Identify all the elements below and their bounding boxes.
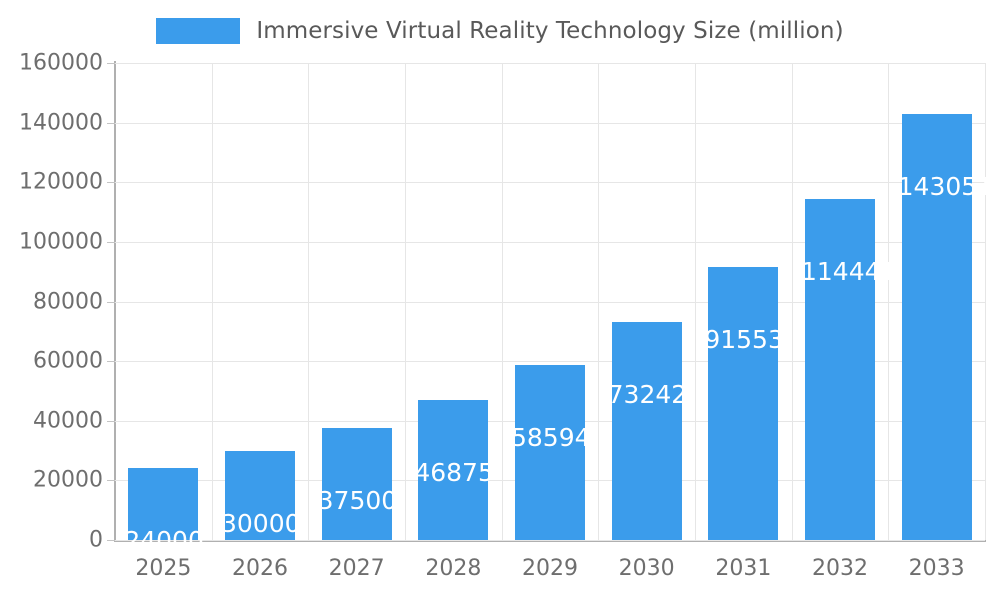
- y-axis-tick-mark: [107, 182, 115, 184]
- gridline-horizontal: [115, 361, 985, 363]
- chart-legend: Immersive Virtual Reality Technology Siz…: [0, 10, 1000, 52]
- bar[interactable]: [611, 321, 682, 540]
- gridline-horizontal: [115, 182, 985, 184]
- gridline-vertical: [888, 63, 889, 540]
- gridline-horizontal: [115, 241, 985, 243]
- gridline-vertical: [405, 63, 406, 540]
- gridline-horizontal: [115, 122, 985, 124]
- x-axis-tick-label: 2029: [522, 556, 578, 581]
- y-axis-tick-label: 20000: [33, 467, 103, 493]
- x-axis-tick-label: 2030: [618, 556, 675, 581]
- legend-label: Immersive Virtual Reality Technology Siz…: [256, 18, 844, 44]
- y-axis-tick-label: 0: [89, 527, 103, 553]
- gridline-horizontal: [115, 540, 985, 541]
- y-axis-tick-label: 140000: [19, 110, 103, 136]
- x-axis-tick-label: 2032: [812, 556, 868, 581]
- y-axis-tick-mark: [107, 361, 115, 363]
- gridline-vertical: [985, 63, 986, 540]
- bar[interactable]: [805, 198, 875, 540]
- y-axis-tick-mark: [107, 420, 115, 422]
- gridline-vertical: [792, 63, 793, 540]
- bar[interactable]: [418, 400, 489, 540]
- y-axis-tick-mark: [107, 540, 115, 541]
- gridline-vertical: [212, 63, 213, 540]
- x-axis-line: [115, 540, 986, 542]
- bar[interactable]: [225, 450, 295, 540]
- bar[interactable]: [515, 365, 585, 540]
- y-axis-tick-label: 160000: [19, 50, 103, 76]
- x-axis-tick-label: 2031: [715, 556, 772, 581]
- y-axis-tick-label: 80000: [33, 289, 103, 314]
- gridline-horizontal: [115, 301, 985, 303]
- x-axis-tick-label: 2025: [135, 556, 192, 581]
- gridline-vertical: [695, 63, 696, 540]
- bar[interactable]: [901, 113, 972, 540]
- y-axis-tick-mark: [107, 480, 115, 482]
- x-axis-tick-label: 2033: [908, 556, 965, 581]
- legend-color-swatch: [156, 18, 241, 44]
- y-axis-tick-label: 100000: [19, 229, 103, 255]
- x-axis-tick-label: 2027: [328, 556, 385, 581]
- gridline-horizontal: [115, 63, 985, 64]
- x-axis-tick-label: 2026: [232, 556, 288, 581]
- y-axis-tick-label: 120000: [19, 169, 103, 195]
- bar[interactable]: [128, 468, 199, 540]
- y-axis-tick-mark: [107, 301, 115, 303]
- y-axis-tick-mark: [107, 63, 115, 64]
- y-axis-tick-label: 40000: [33, 408, 103, 434]
- y-axis-tick-mark: [107, 241, 115, 243]
- x-axis-tick-label: 2028: [425, 556, 482, 581]
- gridline-vertical: [598, 63, 599, 540]
- gridline-vertical: [308, 63, 309, 540]
- bar[interactable]: [321, 428, 392, 540]
- y-axis-tick-mark: [107, 122, 115, 124]
- plot-area: 24000 30000 37500 46875 58594 73242 91553 11444…: [115, 63, 993, 555]
- gridline-vertical: [502, 63, 503, 540]
- bar[interactable]: [708, 267, 779, 540]
- y-axis-tick-label: 60000: [33, 348, 103, 374]
